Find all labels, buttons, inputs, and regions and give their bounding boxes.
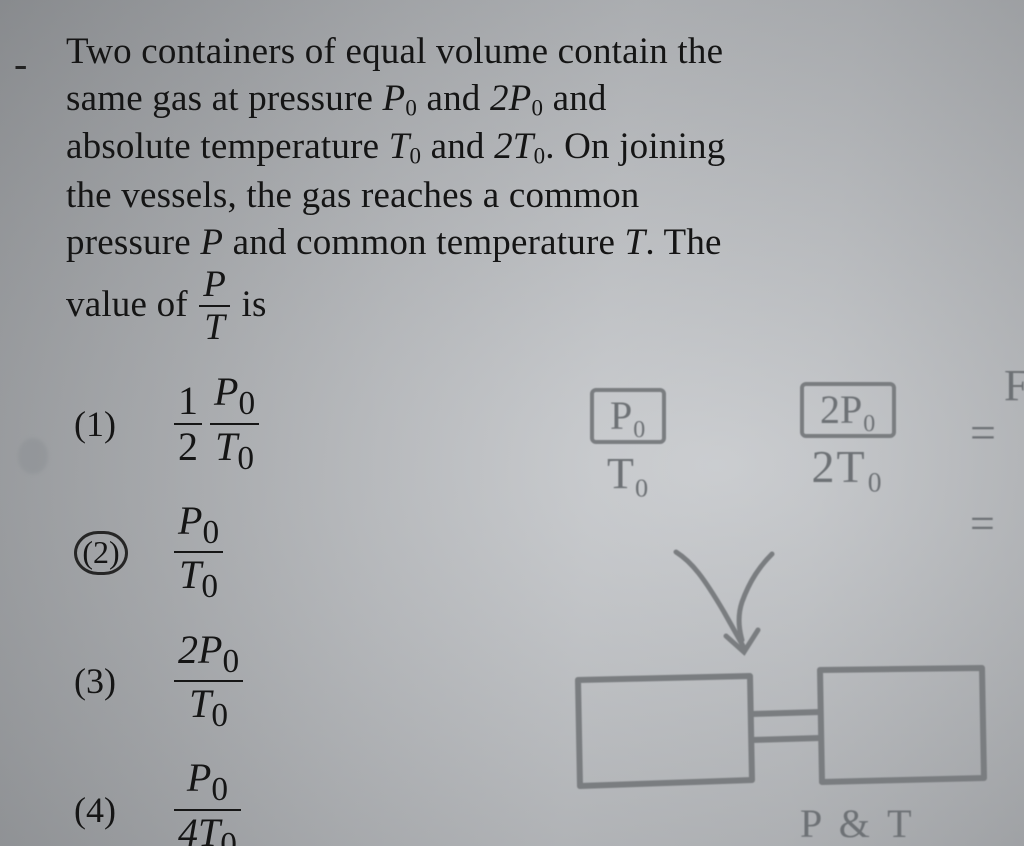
sym-T0: T0 [389,126,421,167]
sym-P: P [200,222,223,263]
sym-2T0: 2T0 [494,126,545,167]
q-line1: Two containers of equal volume contain t… [66,31,723,72]
pencil-pt-label: P & T [800,800,916,846]
q-line3b: and [421,126,494,167]
q-line2b: and [417,78,490,119]
bullet-dash: - [14,40,27,87]
pencil-box-2: 2P₀ [800,382,896,438]
option-2-label: (2) [74,530,146,575]
option-3-expr: 2P0T0 [172,630,245,733]
q-line2c: and [543,78,606,119]
pencil-smudge [18,438,48,474]
q-line5c: . The [645,222,721,263]
pencil-box-1-denom: T₀ [590,448,666,499]
q-line6b: is [232,284,267,325]
frac-P-over-T: PT [199,266,230,346]
q-line6a: value of [66,284,197,325]
q-line5b: and common temperature [223,222,624,263]
pencil-container-1: P₀ T₀ [590,388,666,499]
q-line3a: absolute temperature [66,126,389,167]
option-2-circled: (2) [74,531,128,575]
pencil-container-2: 2P₀ 2T₀ [800,382,896,493]
q-line2a: same gas at pressure [66,78,383,119]
pencil-edge-letter: F [1004,360,1024,411]
option-2-expr: P0T0 [172,501,225,604]
option-1-expr: 12P0T0 [172,372,261,475]
sym-2P0: 2P0 [490,78,543,119]
q-line3c: . On joining [545,126,725,167]
page-root: - Two containers of equal volume contain… [0,0,1024,846]
option-4-label: (4) [74,789,146,831]
option-3-label: (3) [74,660,146,702]
pencil-equals-2: = [970,498,995,549]
pencil-equals-1: = [970,406,996,459]
pencil-box-1: P₀ [590,388,666,444]
option-4-expr: P04T0 [172,758,243,846]
pencil-box-2-denom: 2T₀ [800,440,896,493]
sym-P0: P0 [383,78,417,119]
option-1-label: (1) [74,403,146,445]
sym-T: T [625,222,646,263]
q-line4: the vessels, the gas reaches a common [66,175,640,216]
q-line5a: pressure [66,222,200,263]
pencil-joined-vessels-icon [570,640,990,825]
question-text: Two containers of equal volume contain t… [66,28,984,346]
option-2: (2) P0T0 [74,501,984,604]
